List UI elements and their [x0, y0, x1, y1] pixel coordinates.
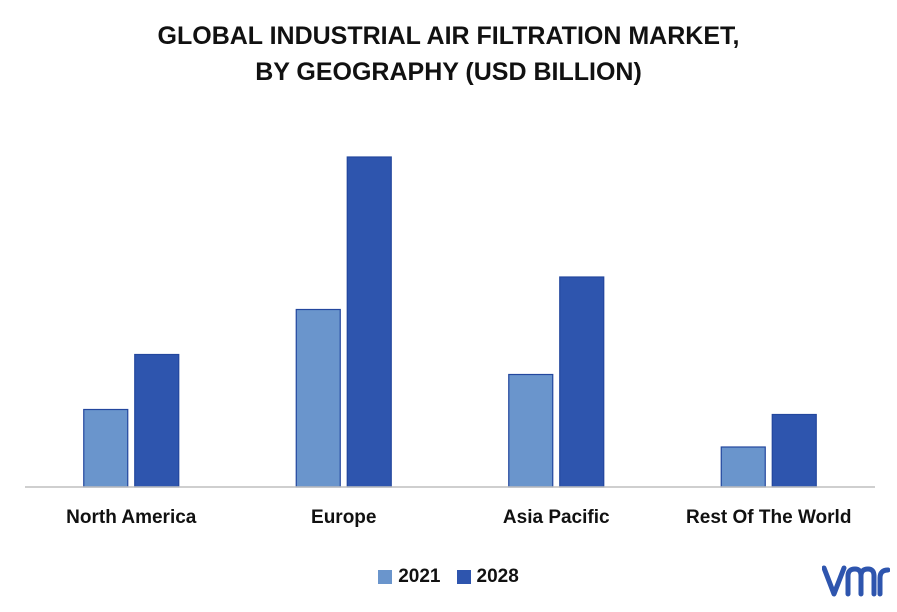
- chart-title-line-1: GLOBAL INDUSTRIAL AIR FILTRATION MARKET,: [157, 22, 740, 50]
- vmr-logo-icon: [822, 565, 890, 597]
- legend-swatch-2021: [378, 570, 393, 584]
- legend-label-2021: 2021: [398, 566, 441, 587]
- bar-2028-asia-pacific: [559, 276, 605, 488]
- bar-2021-rest-of-the-world: [720, 446, 766, 488]
- bar-2028-europe: [346, 156, 392, 488]
- category-label-north-america: North America: [66, 507, 197, 528]
- category-label-europe: Europe: [311, 507, 376, 528]
- legend-label-2028: 2028: [476, 566, 519, 587]
- legend-item-2021: 2021: [378, 566, 441, 588]
- bar-2028-north-america: [134, 353, 180, 488]
- legend-item-2028: 2028: [456, 566, 519, 588]
- legend-swatch-2028: [456, 570, 471, 584]
- bar-2021-europe: [295, 308, 341, 488]
- bar-2021-asia-pacific: [508, 373, 554, 488]
- bar-2028-rest-of-the-world: [771, 413, 817, 488]
- legend: 2021 2028: [0, 566, 897, 588]
- category-label-asia-pacific: Asia Pacific: [503, 507, 610, 528]
- chart-title-line-2: BY GEOGRAPHY (USD BILLION): [255, 58, 642, 86]
- category-label-rest-of-the-world: Rest Of The World: [686, 507, 851, 528]
- bar-2021-north-america: [83, 408, 129, 488]
